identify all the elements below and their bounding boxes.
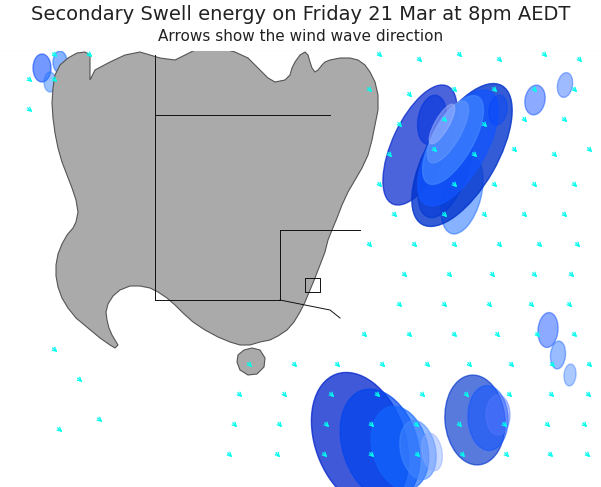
- Ellipse shape: [383, 85, 457, 205]
- Ellipse shape: [486, 395, 510, 435]
- Ellipse shape: [564, 364, 576, 386]
- Ellipse shape: [445, 375, 505, 465]
- Text: Arrows show the wind wave direction: Arrows show the wind wave direction: [158, 29, 443, 44]
- Ellipse shape: [468, 386, 508, 450]
- Ellipse shape: [44, 72, 56, 92]
- Ellipse shape: [311, 373, 409, 487]
- Ellipse shape: [53, 51, 67, 73]
- Ellipse shape: [429, 104, 455, 144]
- Ellipse shape: [418, 90, 498, 206]
- Ellipse shape: [371, 406, 429, 487]
- Ellipse shape: [441, 156, 483, 234]
- Text: Secondary Swell energy on Friday 21 Mar at 8pm AEDT: Secondary Swell energy on Friday 21 Mar …: [31, 5, 570, 24]
- Ellipse shape: [412, 84, 512, 226]
- Ellipse shape: [427, 101, 469, 163]
- Ellipse shape: [525, 85, 545, 115]
- Ellipse shape: [557, 73, 573, 97]
- Ellipse shape: [423, 95, 483, 185]
- Ellipse shape: [400, 420, 436, 480]
- Ellipse shape: [33, 54, 51, 82]
- Polygon shape: [237, 348, 265, 375]
- Polygon shape: [52, 48, 378, 348]
- Ellipse shape: [418, 95, 447, 145]
- Ellipse shape: [418, 122, 472, 218]
- Ellipse shape: [489, 95, 507, 125]
- Ellipse shape: [340, 389, 420, 487]
- Ellipse shape: [551, 341, 566, 369]
- Ellipse shape: [538, 313, 558, 347]
- Ellipse shape: [422, 433, 442, 471]
